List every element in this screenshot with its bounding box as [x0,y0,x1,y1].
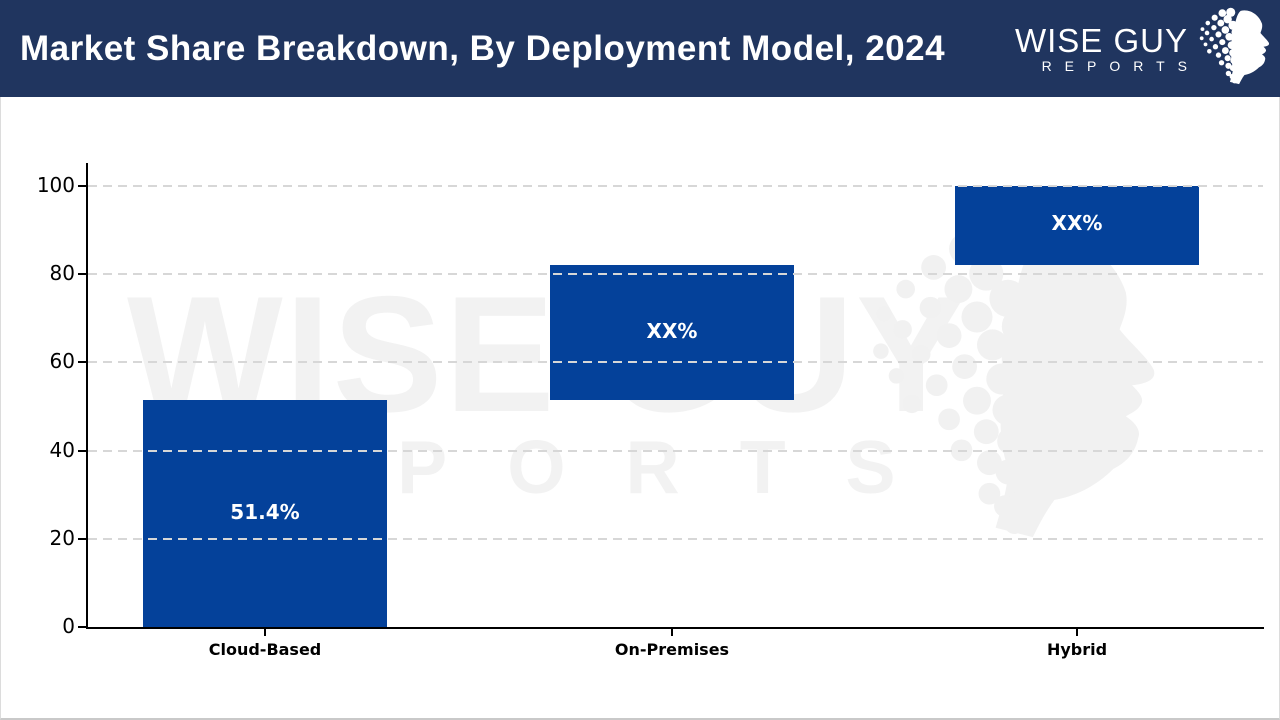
wiseguy-head-icon [1199,7,1270,85]
gridline [88,273,1263,276]
logo-subtext: REPORTS [1041,58,1200,74]
gridline [88,361,1263,364]
x-tick-mark [671,629,673,636]
y-tick-mark [78,273,87,276]
bar-segment [955,186,1199,265]
y-tick-label: 40 [49,437,75,462]
x-category-label: Cloud-Based [208,640,322,659]
y-axis-line [86,163,88,629]
y-tick-label: 0 [62,614,75,638]
chart-content: WISE GUY REPORTS 0 20 40 60 80 100 51.4% Cloud-… [0,97,1280,720]
bar-segment [143,400,387,627]
gridline [88,185,1263,187]
header-bar: Market Share Breakdown, By Deployment Mo… [0,0,1280,97]
y-tick-mark [78,537,87,540]
bar-value-label: 51.4% [230,499,300,524]
y-tick-mark [78,361,87,364]
logo-wordmark: WISE GUY [1014,22,1188,59]
wiseguy-logo: WISE GUY REPORTS [1014,0,1274,97]
bar-value-label: XX% [646,318,698,343]
y-tick-label: 20 [49,525,75,550]
y-tick-label: 80 [49,261,75,286]
y-tick-mark [78,185,87,187]
y-tick-label: 100 [36,173,75,197]
gridline [88,449,1263,452]
y-tick-mark [78,626,87,628]
bar-segment [550,264,794,401]
x-category-label: On-Premises [614,640,730,659]
chart-title: Market Share Breakdown, By Deployment Mo… [20,29,946,68]
x-tick-mark [1076,629,1078,636]
x-category-label: Hybrid [1046,640,1108,659]
x-axis-line [86,627,1264,629]
y-tick-label: 60 [49,349,75,374]
bar-value-label: XX% [1051,211,1103,236]
x-tick-mark [264,629,266,636]
gridline [88,537,1263,540]
y-tick-mark [78,449,87,452]
